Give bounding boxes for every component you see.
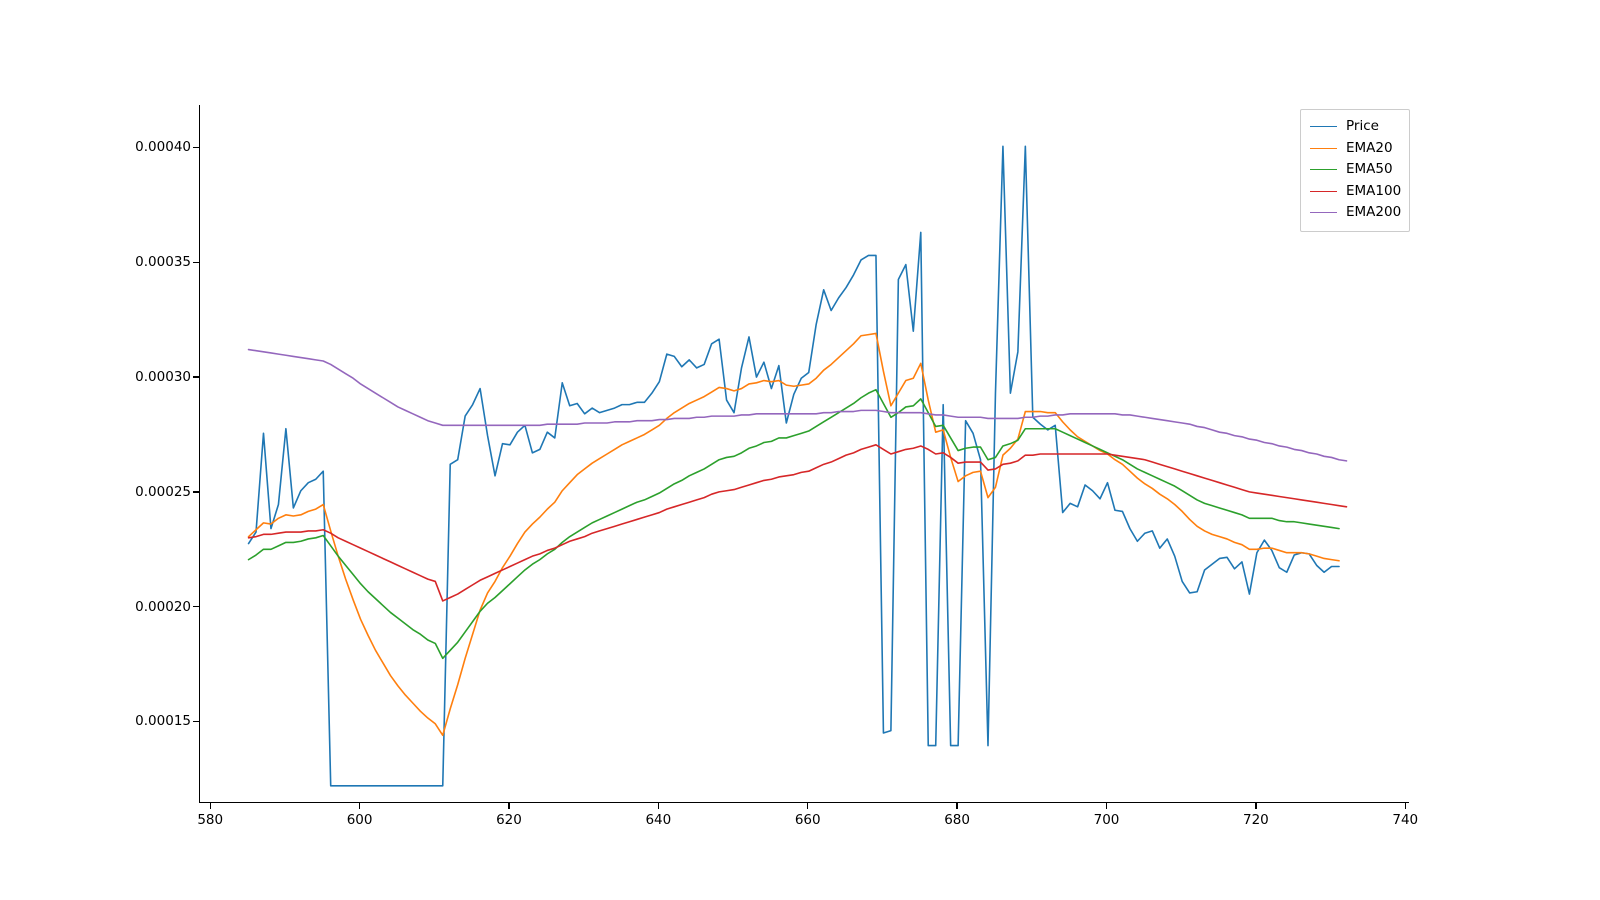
x-tick-label: 660 — [794, 812, 821, 828]
x-tick-mark — [1404, 803, 1406, 809]
y-tick-label: 0.00040 — [135, 139, 191, 156]
legend-label: EMA20 — [1346, 139, 1393, 156]
x-tick-mark — [358, 803, 361, 809]
legend-label: EMA50 — [1346, 161, 1393, 177]
x-axis-tick-labels: 580 600 620 640 660 680 700 720 740 — [0, 812, 1600, 836]
y-tick-label: 0.00035 — [135, 254, 191, 271]
legend-line-swatch-ema50 — [1310, 169, 1337, 171]
x-tick-label: 580 — [197, 812, 224, 828]
chart-canvas — [247, 145, 1348, 787]
y-tick-label: 0.00020 — [135, 598, 191, 615]
x-tick-mark — [1255, 803, 1257, 809]
legend-item-ema50[interactable]: EMA50 — [1310, 159, 1400, 181]
x-tick-label: 700 — [1093, 812, 1120, 828]
y-tick-mark — [193, 606, 199, 608]
legend-label: EMA200 — [1346, 204, 1402, 220]
series-line-ema50 — [247, 388, 1340, 660]
y-tick-label: 0.00025 — [135, 483, 191, 500]
chart-legend[interactable]: Price EMA20 EMA50 EMA100 EMA200 — [1300, 109, 1410, 232]
x-tick-mark — [956, 803, 958, 809]
y-axis-tick-labels: 0.00015 0.00020 0.00025 0.00030 0.00035 0.000… — [119, 0, 191, 900]
y-tick-mark — [193, 376, 199, 378]
series-line-ema200 — [247, 348, 1348, 462]
x-tick-label: 620 — [496, 812, 522, 828]
legend-item-ema20[interactable]: EMA20 — [1310, 138, 1400, 160]
legend-line-swatch-price — [1310, 126, 1337, 128]
y-tick-mark — [193, 720, 199, 723]
x-tick-mark — [508, 803, 510, 809]
y-tick-mark — [193, 146, 199, 149]
x-tick-mark — [807, 803, 809, 809]
plot-area — [199, 105, 1409, 803]
legend-item-ema100[interactable]: EMA100 — [1310, 181, 1402, 203]
y-tick-label: 0.00030 — [135, 369, 191, 386]
x-tick-label: 720 — [1242, 812, 1269, 828]
legend-item-price[interactable]: Price — [1310, 116, 1400, 138]
y-tick-mark — [193, 491, 199, 493]
x-tick-label: 600 — [346, 812, 373, 828]
x-tick-label: 640 — [645, 812, 672, 828]
series-line-price — [247, 145, 1340, 787]
y-tick-mark — [193, 261, 199, 263]
legend-line-swatch-ema100 — [1310, 190, 1337, 192]
x-tick-label: 740 — [1392, 812, 1419, 828]
legend-item-ema200[interactable]: EMA200 — [1310, 202, 1402, 224]
x-tick-mark — [657, 803, 659, 809]
series-line-ema20 — [247, 332, 1340, 737]
legend-line-swatch-ema20 — [1310, 147, 1337, 149]
legend-label: Price — [1346, 118, 1379, 134]
legend-label: EMA100 — [1346, 182, 1402, 199]
x-tick-mark — [209, 803, 211, 809]
x-tick-label: 680 — [944, 812, 970, 828]
x-tick-mark — [1105, 803, 1108, 809]
y-tick-label: 0.00015 — [135, 713, 191, 730]
legend-line-swatch-ema200 — [1310, 212, 1337, 214]
series-line-ema100 — [247, 444, 1348, 602]
